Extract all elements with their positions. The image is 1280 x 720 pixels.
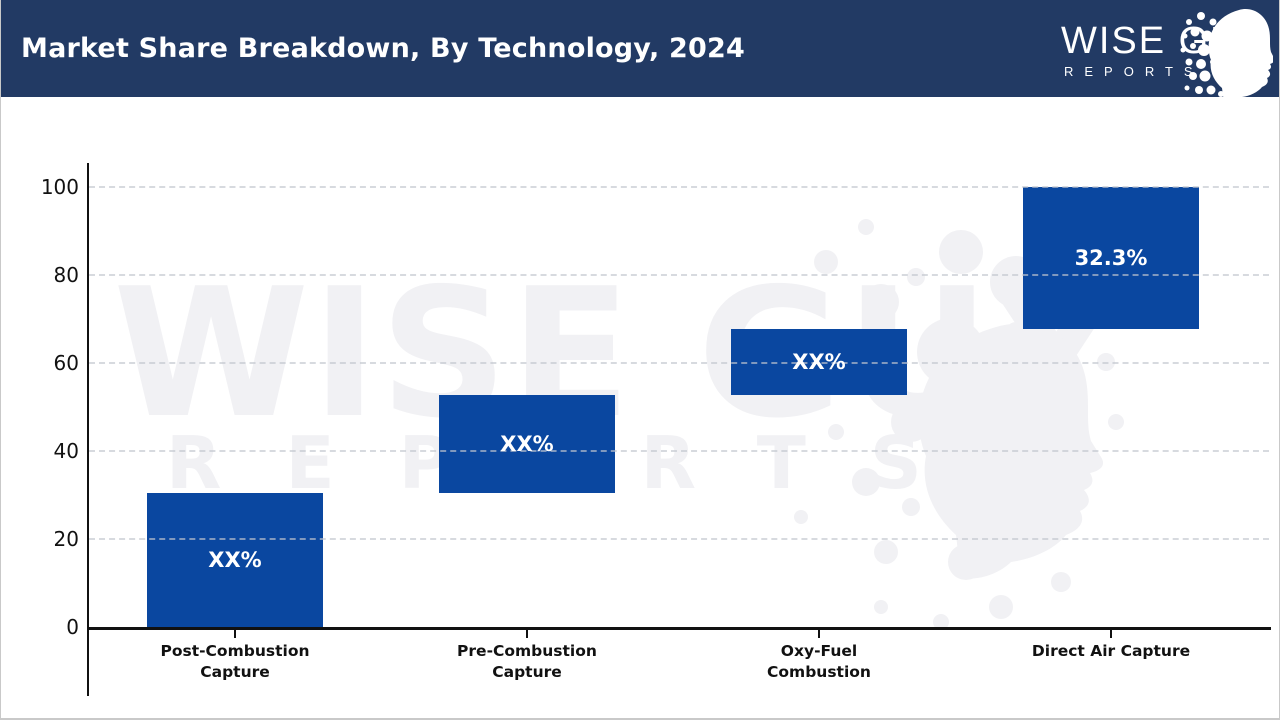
x-tick [234,630,236,638]
page-title: Market Share Breakdown, By Technology, 2… [21,33,746,64]
y-axis-line [87,163,89,696]
x-tick [1110,630,1112,638]
x-category-label: Oxy-Fuel Combustion [767,642,871,681]
x-category-label: Direct Air Capture [1031,642,1191,660]
x-category-label: Pre-Combustion Capture [457,642,597,681]
y-tick-label: 0 [66,615,79,639]
logo-head-profile-icon [1180,9,1273,98]
gridline-100 [89,186,1269,188]
y-tick-label: 20 [53,527,79,551]
x-tick [818,630,820,638]
bar-2 [439,395,615,494]
bar-value-label: XX% [500,432,554,457]
x-axis-line [87,627,1271,630]
bar-1 [147,493,323,627]
x-category-label: Post-Combustion Capture [160,642,310,681]
bar-value-label: 32.3% [1074,246,1148,271]
gridline-60 [89,362,1269,364]
logo-subtitle: REPORTS [1064,64,1204,79]
x-tick [526,630,528,638]
watermark-wordmark: WISE GUY [113,250,1123,457]
y-tick-label: 60 [53,351,79,375]
bar-value-label: XX% [792,350,846,375]
y-tick-label: 40 [53,439,79,463]
y-tick-label: 100 [40,175,79,199]
gridline-20 [89,538,1269,540]
bar-value-label: XX% [208,548,262,573]
wise-guy-logo: WISE GUY REPORTS [1023,4,1273,98]
y-tick-label: 80 [53,263,79,287]
gridline-40 [89,450,1269,452]
bar-4 [1023,187,1199,330]
chart-area: WISE GUY REPORTS [1,97,1279,718]
header-bar: Market Share Breakdown, By Technology, 2… [1,0,1279,98]
gridline-80 [89,274,1269,276]
